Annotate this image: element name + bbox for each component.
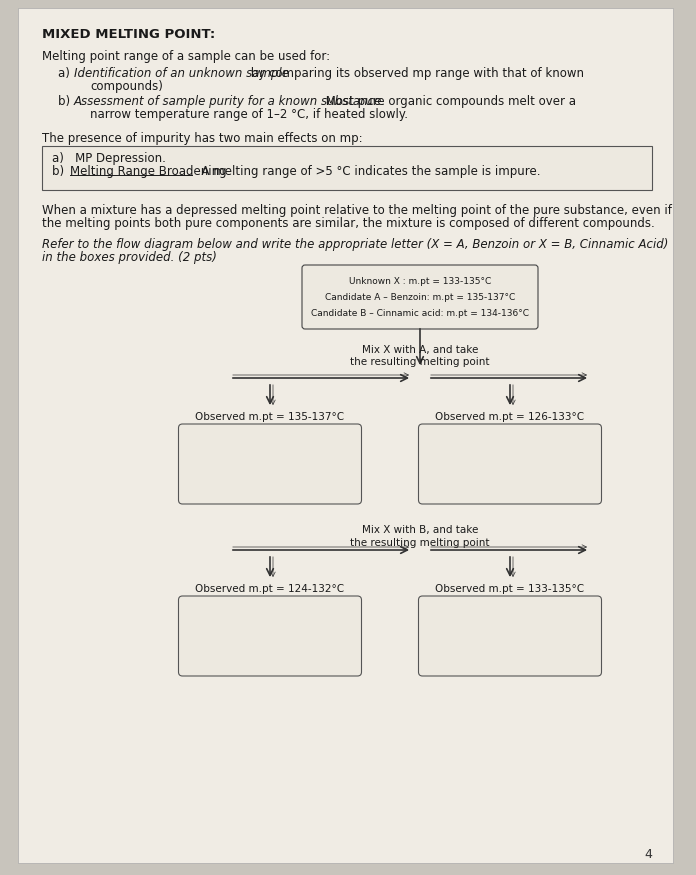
Text: The presence of impurity has two main effects on mp:: The presence of impurity has two main ef… xyxy=(42,132,363,145)
Text: narrow temperature range of 1–2 °C, if heated slowly.: narrow temperature range of 1–2 °C, if h… xyxy=(90,108,408,121)
FancyBboxPatch shape xyxy=(418,424,601,504)
Text: When a mixture has a depressed melting point relative to the melting point of th: When a mixture has a depressed melting p… xyxy=(42,204,672,217)
Text: Mix X with A, and take: Mix X with A, and take xyxy=(362,345,478,355)
Text: compounds): compounds) xyxy=(90,80,163,93)
Text: the resulting melting point: the resulting melting point xyxy=(350,538,490,548)
FancyBboxPatch shape xyxy=(302,265,538,329)
Text: the resulting melting point: the resulting melting point xyxy=(350,357,490,367)
Text: by comparing its observed mp range with that of known: by comparing its observed mp range with … xyxy=(247,67,584,80)
Text: a): a) xyxy=(58,67,77,80)
FancyBboxPatch shape xyxy=(418,596,601,676)
Text: Candidate B – Cinnamic acid: m.pt = 134-136°C: Candidate B – Cinnamic acid: m.pt = 134-… xyxy=(311,309,529,318)
Bar xyxy=(42,146,652,190)
Text: Observed m.pt = 133-135°C: Observed m.pt = 133-135°C xyxy=(436,584,585,594)
Text: Candidate A – Benzoin: m.pt = 135-137°C: Candidate A – Benzoin: m.pt = 135-137°C xyxy=(325,293,515,302)
Text: the melting points both pure components are similar, the mixture is composed of : the melting points both pure components … xyxy=(42,217,655,230)
Text: Identification of an unknown sample: Identification of an unknown sample xyxy=(74,67,289,80)
FancyBboxPatch shape xyxy=(178,596,361,676)
Text: A melting range of >5 °C indicates the sample is impure.: A melting range of >5 °C indicates the s… xyxy=(193,165,540,178)
Text: Refer to the flow diagram below and write the appropriate letter (X = A, Benzoin: Refer to the flow diagram below and writ… xyxy=(42,238,668,251)
Text: 4: 4 xyxy=(644,848,652,861)
Text: Most pure organic compounds melt over a: Most pure organic compounds melt over a xyxy=(322,95,576,108)
Text: a)   MP Depression.: a) MP Depression. xyxy=(52,152,166,165)
Text: Observed m.pt = 135-137°C: Observed m.pt = 135-137°C xyxy=(196,412,345,422)
Text: Observed m.pt = 124-132°C: Observed m.pt = 124-132°C xyxy=(196,584,345,594)
Text: Melting Range Broadening.: Melting Range Broadening. xyxy=(70,165,230,178)
Text: in the boxes provided. (2 pts): in the boxes provided. (2 pts) xyxy=(42,251,217,264)
Text: b): b) xyxy=(52,165,72,178)
Text: b): b) xyxy=(58,95,78,108)
FancyBboxPatch shape xyxy=(178,424,361,504)
FancyBboxPatch shape xyxy=(18,8,673,863)
Text: Melting point range of a sample can be used for:: Melting point range of a sample can be u… xyxy=(42,50,330,63)
Text: Assessment of sample purity for a known substance.: Assessment of sample purity for a known … xyxy=(74,95,386,108)
Text: MIXED MELTING POINT:: MIXED MELTING POINT: xyxy=(42,28,215,41)
Text: Unknown X : m.pt = 133-135°C: Unknown X : m.pt = 133-135°C xyxy=(349,277,491,286)
Text: Observed m.pt = 126-133°C: Observed m.pt = 126-133°C xyxy=(436,412,585,422)
Text: Mix X with B, and take: Mix X with B, and take xyxy=(362,525,478,535)
